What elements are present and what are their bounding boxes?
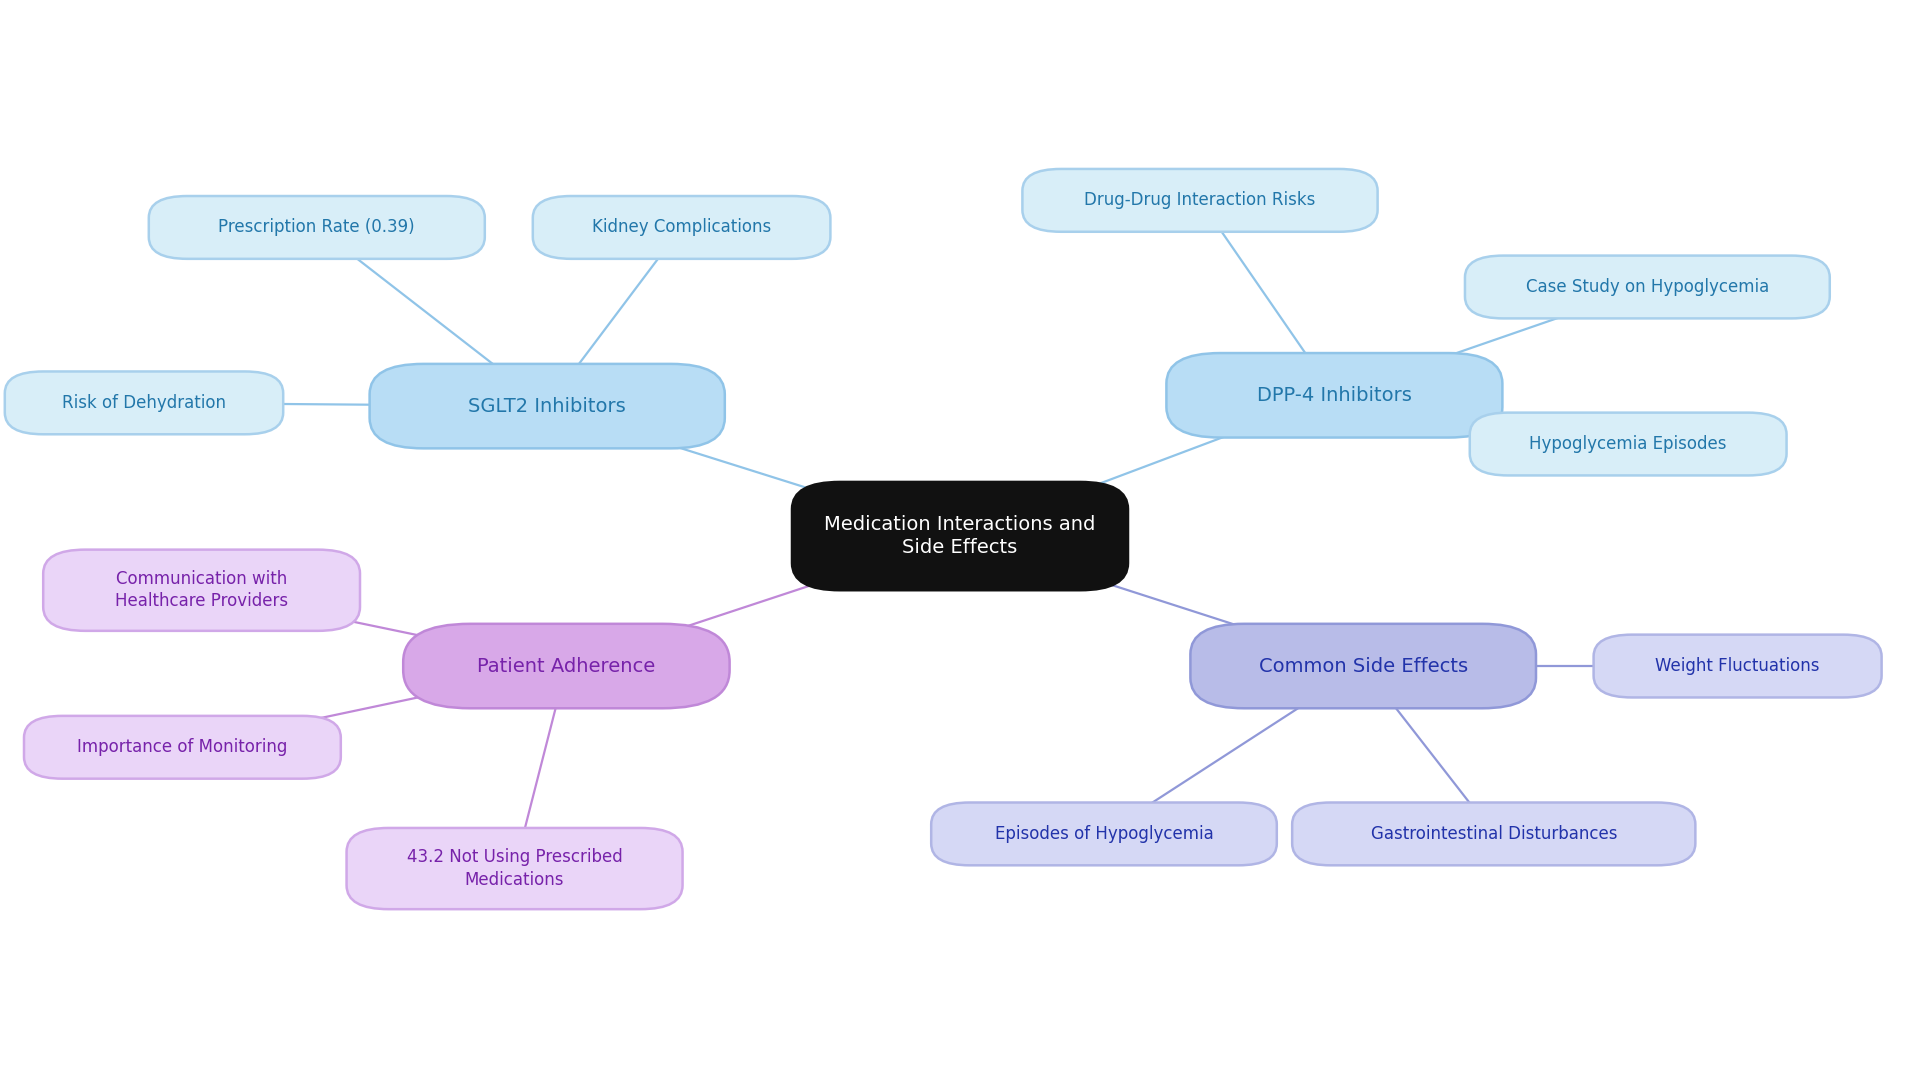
FancyBboxPatch shape (1021, 169, 1379, 232)
Text: Common Side Effects: Common Side Effects (1260, 656, 1467, 676)
FancyBboxPatch shape (348, 828, 684, 910)
Text: SGLT2 Inhibitors: SGLT2 Inhibitors (468, 396, 626, 416)
FancyBboxPatch shape (1471, 413, 1786, 475)
FancyBboxPatch shape (150, 196, 484, 259)
FancyBboxPatch shape (532, 196, 829, 259)
Text: 43.2 Not Using Prescribed
Medications: 43.2 Not Using Prescribed Medications (407, 848, 622, 889)
Text: Weight Fluctuations: Weight Fluctuations (1655, 657, 1820, 675)
FancyBboxPatch shape (1465, 256, 1830, 318)
FancyBboxPatch shape (1165, 353, 1501, 438)
Text: Drug-Drug Interaction Risks: Drug-Drug Interaction Risks (1085, 192, 1315, 209)
FancyBboxPatch shape (6, 371, 284, 434)
FancyBboxPatch shape (1594, 635, 1882, 697)
Text: Patient Adherence: Patient Adherence (478, 656, 655, 676)
Text: Medication Interactions and
Side Effects: Medication Interactions and Side Effects (824, 514, 1096, 558)
Text: Kidney Complications: Kidney Complications (591, 219, 772, 236)
FancyBboxPatch shape (1292, 803, 1695, 865)
FancyBboxPatch shape (369, 364, 724, 448)
Text: Hypoglycemia Episodes: Hypoglycemia Episodes (1530, 435, 1726, 453)
Text: Episodes of Hypoglycemia: Episodes of Hypoglycemia (995, 825, 1213, 843)
Text: Prescription Rate (0.39): Prescription Rate (0.39) (219, 219, 415, 236)
FancyBboxPatch shape (1190, 624, 1536, 708)
FancyBboxPatch shape (23, 716, 340, 779)
FancyBboxPatch shape (403, 624, 730, 708)
FancyBboxPatch shape (931, 803, 1277, 865)
Text: Communication with
Healthcare Providers: Communication with Healthcare Providers (115, 570, 288, 611)
Text: Risk of Dehydration: Risk of Dehydration (61, 394, 227, 412)
FancyBboxPatch shape (791, 482, 1127, 590)
Text: Case Study on Hypoglycemia: Case Study on Hypoglycemia (1526, 278, 1768, 296)
FancyBboxPatch shape (42, 549, 361, 630)
Text: Importance of Monitoring: Importance of Monitoring (77, 739, 288, 756)
Text: Gastrointestinal Disturbances: Gastrointestinal Disturbances (1371, 825, 1617, 843)
Text: DPP-4 Inhibitors: DPP-4 Inhibitors (1258, 386, 1411, 405)
